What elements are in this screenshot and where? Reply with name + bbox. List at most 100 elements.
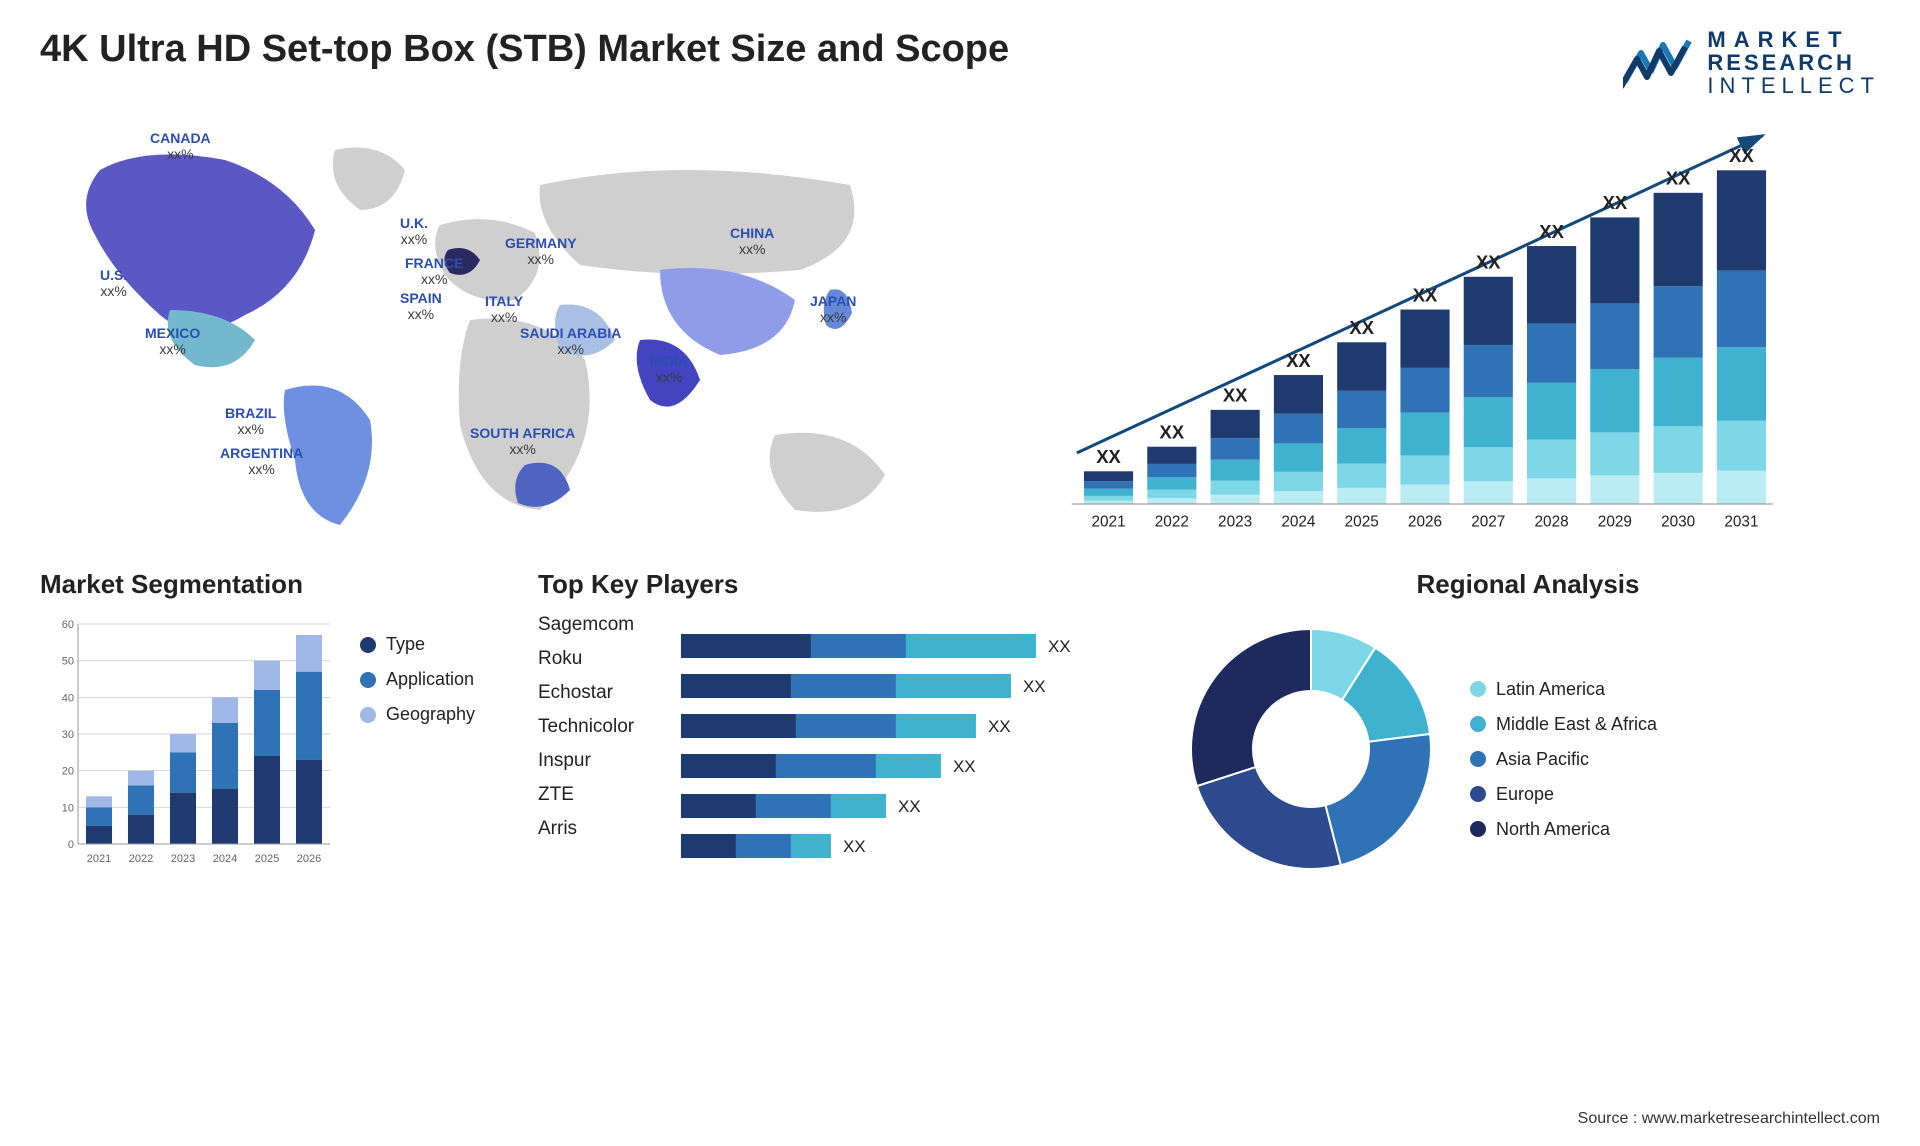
map-label: GERMANYxx% bbox=[505, 235, 577, 267]
svg-text:0: 0 bbox=[68, 839, 74, 851]
map-label: FRANCExx% bbox=[405, 255, 463, 287]
svg-text:XX: XX bbox=[1160, 422, 1185, 443]
map-label: CHINAxx% bbox=[730, 225, 774, 257]
legend-dot bbox=[1470, 751, 1486, 767]
segmentation-title: Market Segmentation bbox=[40, 569, 510, 600]
svg-text:2027: 2027 bbox=[1471, 514, 1505, 531]
logo-line3: INTELLECT bbox=[1707, 74, 1880, 97]
svg-text:XX: XX bbox=[1729, 145, 1754, 166]
regional-legend: Latin America Middle East & Africa Asia Pa… bbox=[1470, 679, 1657, 840]
regional-donut bbox=[1176, 614, 1446, 884]
map-label: U.S.xx% bbox=[100, 267, 127, 299]
svg-text:2023: 2023 bbox=[171, 853, 195, 865]
svg-text:2023: 2023 bbox=[1218, 514, 1252, 531]
legend-label: Application bbox=[386, 669, 474, 690]
svg-text:2029: 2029 bbox=[1598, 514, 1632, 531]
legend-dot bbox=[1470, 786, 1486, 802]
legend-label: Type bbox=[386, 634, 425, 655]
legend-label: Latin America bbox=[1496, 679, 1605, 700]
svg-text:30: 30 bbox=[62, 729, 74, 741]
svg-text:XX: XX bbox=[1096, 446, 1121, 467]
legend-item: North America bbox=[1470, 819, 1657, 840]
svg-text:2024: 2024 bbox=[1281, 514, 1316, 531]
map-label: INDIAxx% bbox=[650, 353, 688, 385]
legend-item: Geography bbox=[360, 704, 475, 725]
map-label: ITALYxx% bbox=[485, 293, 523, 325]
legend-item: Application bbox=[360, 669, 475, 690]
map-label: BRAZILxx% bbox=[225, 405, 276, 437]
players-title: Top Key Players bbox=[538, 569, 1148, 600]
svg-text:XX: XX bbox=[1023, 677, 1046, 696]
main-bar-chart: XX2021XX2022XX2023XX2024XX2025XX2026XX20… bbox=[970, 115, 1880, 545]
legend-label: Geography bbox=[386, 704, 475, 725]
legend-label: Asia Pacific bbox=[1496, 749, 1589, 770]
svg-text:2025: 2025 bbox=[1345, 514, 1379, 531]
legend-item: Middle East & Africa bbox=[1470, 714, 1657, 735]
svg-text:XX: XX bbox=[1048, 637, 1071, 656]
svg-text:XX: XX bbox=[988, 717, 1011, 736]
svg-text:2028: 2028 bbox=[1535, 514, 1569, 531]
svg-text:40: 40 bbox=[62, 693, 74, 705]
svg-text:XX: XX bbox=[1476, 252, 1501, 273]
player-name: Sagemcom bbox=[538, 614, 634, 636]
svg-text:XX: XX bbox=[1413, 285, 1438, 306]
legend-label: Europe bbox=[1496, 784, 1554, 805]
svg-text:60: 60 bbox=[62, 619, 74, 631]
logo: MARKET RESEARCH INTELLECT bbox=[1623, 28, 1880, 97]
legend-dot bbox=[360, 672, 376, 688]
map-label: MEXICOxx% bbox=[145, 325, 200, 357]
map-label: CANADAxx% bbox=[150, 130, 211, 162]
legend-dot bbox=[360, 637, 376, 653]
player-name: Technicolor bbox=[538, 716, 634, 738]
svg-text:2030: 2030 bbox=[1661, 514, 1695, 531]
svg-text:XX: XX bbox=[953, 757, 976, 776]
map-label: SPAINxx% bbox=[400, 290, 442, 322]
player-name: ZTE bbox=[538, 784, 634, 806]
player-bars: XX XX XX XX XX XX bbox=[654, 614, 1148, 899]
map-label: SAUDI ARABIAxx% bbox=[520, 325, 621, 357]
svg-text:2026: 2026 bbox=[1408, 514, 1442, 531]
map-label: ARGENTINAxx% bbox=[220, 445, 303, 477]
legend-dot bbox=[1470, 716, 1486, 732]
world-map: CANADAxx% U.S.xx% MEXICOxx% BRAZILxx% ARGENT… bbox=[40, 115, 940, 545]
svg-text:2022: 2022 bbox=[129, 853, 153, 865]
svg-text:XX: XX bbox=[1539, 221, 1564, 242]
svg-text:XX: XX bbox=[1223, 385, 1248, 406]
segmentation-legend: Type Application Geography bbox=[360, 634, 475, 725]
legend-item: Latin America bbox=[1470, 679, 1657, 700]
map-label: SOUTH AFRICAxx% bbox=[470, 425, 575, 457]
svg-text:XX: XX bbox=[1666, 168, 1691, 189]
svg-text:2031: 2031 bbox=[1724, 514, 1758, 531]
legend-dot bbox=[1470, 681, 1486, 697]
legend-label: North America bbox=[1496, 819, 1610, 840]
player-name: Inspur bbox=[538, 750, 634, 772]
segmentation-chart: 0102030405060202120222023202420252026 bbox=[40, 614, 340, 874]
player-name: Roku bbox=[538, 648, 634, 670]
svg-text:2021: 2021 bbox=[1091, 514, 1125, 531]
svg-text:XX: XX bbox=[1349, 317, 1374, 338]
legend-dot bbox=[360, 707, 376, 723]
page-title: 4K Ultra HD Set-top Box (STB) Market Siz… bbox=[40, 28, 1009, 71]
legend-item: Type bbox=[360, 634, 475, 655]
svg-text:2025: 2025 bbox=[255, 853, 279, 865]
logo-line1: MARKET bbox=[1707, 28, 1880, 51]
svg-text:XX: XX bbox=[1603, 192, 1628, 213]
map-label: JAPANxx% bbox=[810, 293, 856, 325]
svg-text:XX: XX bbox=[898, 797, 921, 816]
player-name: Arris bbox=[538, 818, 634, 840]
svg-text:10: 10 bbox=[62, 803, 74, 815]
player-name: Echostar bbox=[538, 682, 634, 704]
legend-dot bbox=[1470, 821, 1486, 837]
player-names: Sagemcom Roku Echostar Technicolor Inspur ZTE… bbox=[538, 614, 634, 899]
legend-item: Europe bbox=[1470, 784, 1657, 805]
svg-text:2026: 2026 bbox=[297, 853, 321, 865]
svg-text:20: 20 bbox=[62, 766, 74, 778]
source-text: Source : www.marketresearchintellect.com bbox=[1578, 1110, 1880, 1128]
logo-icon bbox=[1623, 33, 1693, 93]
svg-text:2024: 2024 bbox=[213, 853, 237, 865]
svg-text:XX: XX bbox=[843, 837, 866, 856]
svg-text:XX: XX bbox=[1286, 350, 1311, 371]
regional-title: Regional Analysis bbox=[1176, 569, 1880, 600]
legend-label: Middle East & Africa bbox=[1496, 714, 1657, 735]
svg-text:50: 50 bbox=[62, 656, 74, 668]
